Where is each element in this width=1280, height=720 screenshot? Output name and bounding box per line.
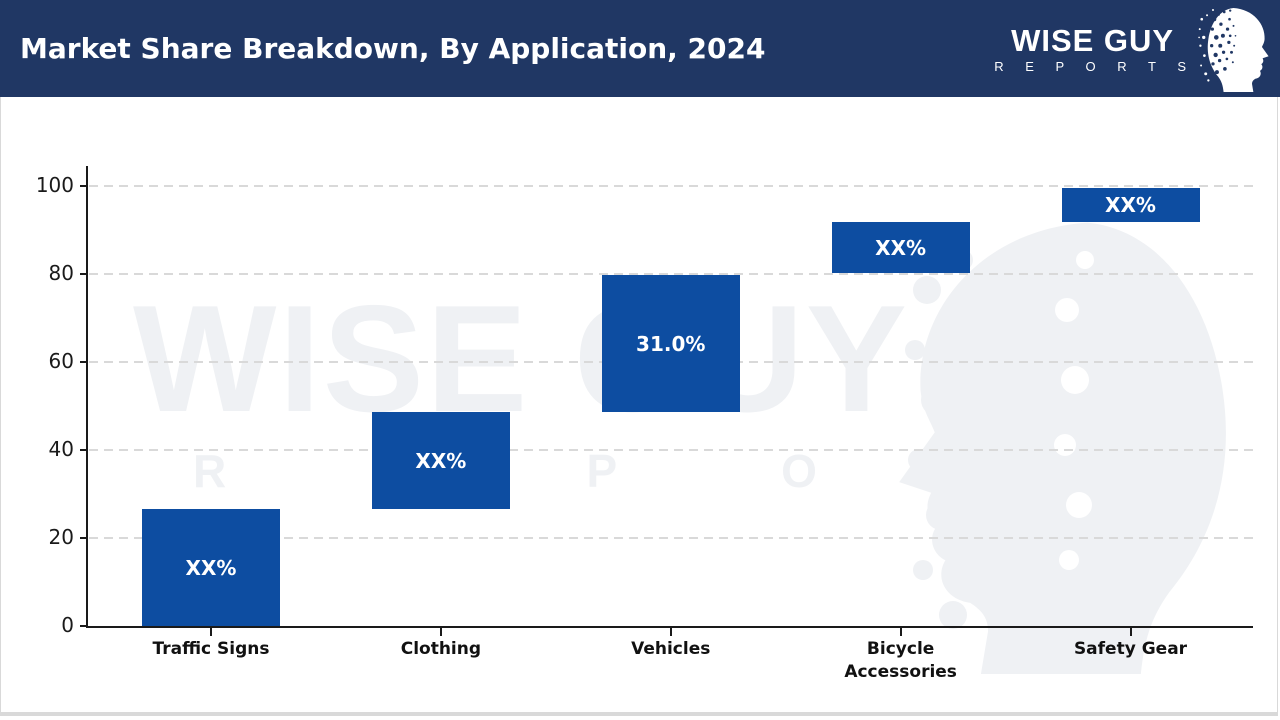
x-tick-label-safety-gear: Safety Gear	[1073, 639, 1188, 659]
bar-value-label-clothing: XX%	[415, 448, 467, 473]
y-tick-label-20: 20	[48, 525, 74, 549]
y-tick-label-40: 40	[48, 437, 74, 461]
gridline-100	[89, 185, 1253, 187]
bar-clothing: XX%	[371, 412, 510, 510]
bar-value-label-safety-gear: XX%	[1105, 192, 1156, 217]
logo-text: WISE GUY R E P O R T S	[990, 25, 1195, 73]
bar-traffic-signs: XX%	[142, 509, 280, 626]
y-tick-60	[80, 361, 88, 363]
head-silhouette-icon	[1198, 7, 1269, 92]
y-tick-40	[80, 449, 88, 451]
bar-value-label-vehicles: 31.0%	[636, 331, 706, 356]
x-tick-traffic-signs	[210, 628, 212, 636]
wise-guy-reports-logo: WISE GUY R E P O R T S	[990, 0, 1280, 97]
y-tick-20	[80, 537, 88, 539]
y-axis-line	[86, 166, 88, 628]
logo-subtitle: R E P O R T S	[994, 58, 1195, 74]
x-tick-safety-gear	[1129, 628, 1132, 636]
x-tick-label-traffic-signs: Traffic Signs	[152, 639, 270, 659]
x-axis-line	[86, 626, 1253, 628]
logo-name: WISE GUY	[1011, 22, 1175, 58]
bar-bicycle-accessories: XX%	[831, 222, 970, 274]
y-tick-label-60: 60	[48, 349, 74, 373]
x-tick-label-clothing: Clothing	[400, 639, 482, 659]
gridline-80	[89, 273, 1253, 275]
bar-vehicles: 31.0%	[601, 275, 740, 412]
y-tick-80	[80, 273, 88, 275]
y-tick-0	[80, 625, 88, 627]
gridline-40	[89, 449, 1253, 451]
bar-value-label-bicycle-accessories: XX%	[875, 235, 927, 260]
x-tick-vehicles	[669, 628, 672, 636]
bar-safety-gear: XX%	[1061, 188, 1200, 222]
y-tick-label-100: 100	[35, 173, 74, 197]
gridline-20	[89, 537, 1253, 539]
x-tick-label-vehicles: Vehicles	[631, 639, 711, 659]
x-tick-bicycle-accessories	[899, 628, 902, 636]
y-tick-label-0: 0	[61, 613, 74, 637]
report-title: Market Share Breakdown, By Application, …	[20, 32, 766, 65]
bar-value-label-traffic-signs: XX%	[185, 555, 237, 580]
x-tick-label-bicycle-accessories: Bicycle Accessories	[844, 639, 957, 682]
watermark-dot-pattern	[905, 250, 1094, 645]
y-tick-label-80: 80	[48, 261, 74, 285]
x-tick-clothing	[439, 628, 442, 636]
y-tick-100	[80, 185, 88, 187]
report-header: Market Share Breakdown, By Application, …	[0, 0, 1280, 97]
